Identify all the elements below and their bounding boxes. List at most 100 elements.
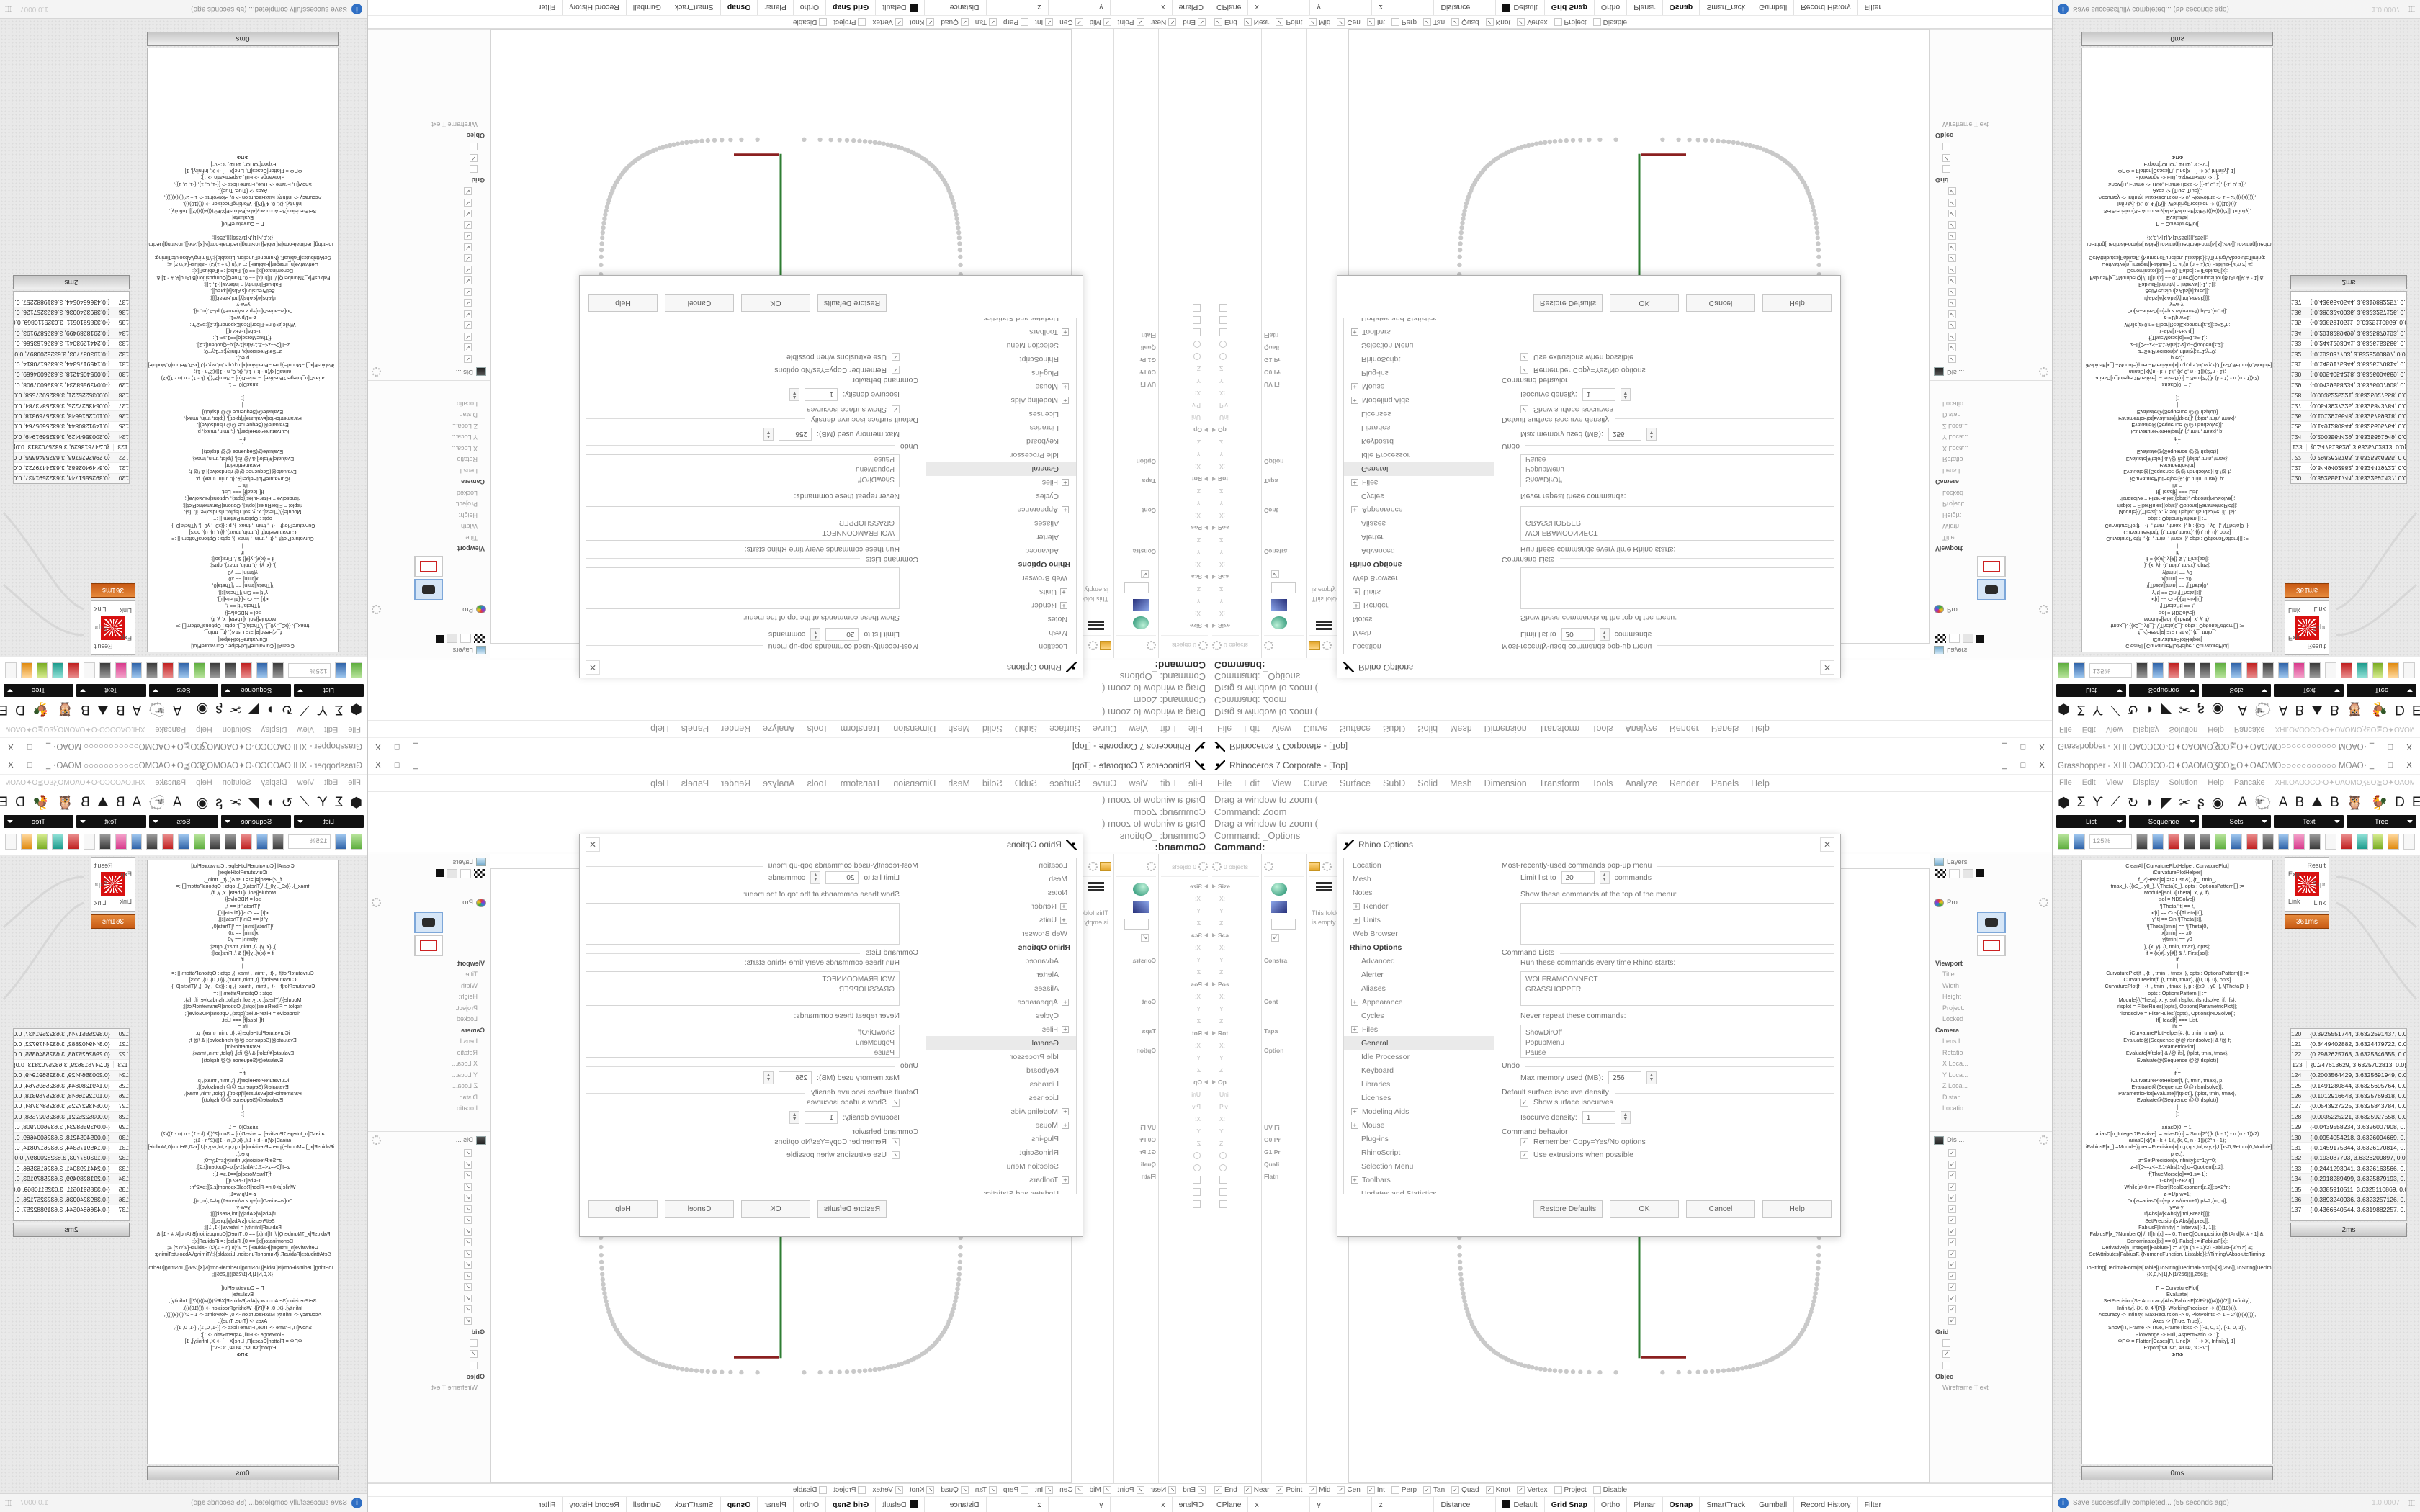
hat-icon[interactable] bbox=[1264, 862, 1273, 871]
display-checkbox-row[interactable]: ✓ bbox=[1932, 287, 2050, 298]
grasshopper-toolbar[interactable]: 125% bbox=[0, 657, 367, 684]
expander-icon[interactable] bbox=[1212, 526, 1216, 531]
display-checkbox-row[interactable]: ✓ bbox=[1932, 275, 2050, 287]
sphere-green-icon[interactable] bbox=[36, 833, 48, 850]
prop-y-location[interactable]: Y Loca... bbox=[1942, 1071, 1968, 1079]
sheep-icon[interactable]: 🐑 bbox=[2254, 796, 2272, 811]
tree-item-notes[interactable]: Notes bbox=[926, 886, 1076, 899]
osnap-project[interactable]: Project bbox=[833, 18, 866, 26]
panel-header-display[interactable]: Dis ... bbox=[1932, 1134, 2050, 1148]
checkbox-b[interactable] bbox=[1212, 314, 1259, 326]
help-icon[interactable] bbox=[115, 833, 127, 850]
prop-projection[interactable]: Project. bbox=[1942, 1004, 1965, 1012]
field-z[interactable]: Z: bbox=[1195, 585, 1201, 593]
zoom-level-input[interactable]: 125% bbox=[287, 663, 331, 678]
display-checkbox-row[interactable]: ✓ bbox=[370, 208, 488, 220]
letter-b2-icon[interactable]: B bbox=[81, 702, 90, 717]
search-icon[interactable] bbox=[2277, 833, 2290, 850]
table-row[interactable]: 121 {0.3449402882, 3.6324479722, 0.0} bbox=[13, 1039, 129, 1050]
sphere-red-icon[interactable] bbox=[68, 833, 80, 850]
prop-title[interactable]: Title bbox=[1942, 534, 1955, 541]
checkbox-icon[interactable] bbox=[1219, 1188, 1227, 1196]
arrow-icon[interactable]: ◤ bbox=[2161, 795, 2172, 811]
never-repeat-list[interactable]: ShowDirOff PopupMenu Pause bbox=[586, 454, 900, 487]
checkbox-icon[interactable]: ✓ bbox=[1520, 1098, 1528, 1107]
viewport-frame-thumbnail[interactable] bbox=[1976, 556, 2006, 577]
prop-lens-length[interactable]: Lens L bbox=[1942, 467, 1963, 474]
group-options[interactable]: Op bbox=[1212, 1076, 1259, 1088]
checkbox-icon[interactable] bbox=[1554, 1486, 1562, 1494]
tab-sequence[interactable]: Sequence bbox=[221, 684, 292, 697]
close-icon[interactable]: X bbox=[2039, 742, 2045, 752]
tree-item-toolbars[interactable]: + Toolbars bbox=[926, 325, 1076, 339]
osnap-cen[interactable]: ✓ Cen bbox=[1337, 1486, 1361, 1494]
tree-item-render[interactable]: + Render bbox=[1344, 899, 1494, 913]
checkbox-icon[interactable]: ✓ bbox=[1948, 1160, 1956, 1169]
toggle-osnap[interactable]: Osnap bbox=[720, 0, 758, 15]
table-row[interactable]: 128 {0.0035225221, 3.6325927558, 0.0} bbox=[13, 390, 129, 400]
hexagon-icon[interactable]: ⬢ bbox=[2058, 701, 2070, 717]
display-checkbox-row[interactable]: ✓ bbox=[1932, 342, 2050, 354]
gh-menu-solution[interactable]: Solution bbox=[2169, 778, 2198, 787]
rhino-menubar[interactable]: File Edit View Curve Surface SubD Solid … bbox=[1210, 775, 2052, 792]
radio-icon[interactable] bbox=[1193, 1164, 1201, 1171]
checkbox-b[interactable] bbox=[1161, 1186, 1208, 1198]
prop-x-location[interactable]: X Loca... bbox=[1942, 444, 1968, 452]
gha-icon[interactable] bbox=[2246, 662, 2258, 679]
tree-item-location[interactable]: Location bbox=[926, 640, 1076, 654]
tree-item-appearance[interactable]: + Appearance bbox=[926, 503, 1076, 517]
checkbox-icon[interactable]: ✓ bbox=[1485, 18, 1494, 26]
profiler-icon[interactable] bbox=[225, 662, 237, 679]
checkbox-icon[interactable]: ✓ bbox=[1948, 299, 1956, 307]
port-out-result[interactable]: Result bbox=[2307, 862, 2326, 869]
gha-icon[interactable] bbox=[162, 662, 174, 679]
expand-icon[interactable]: + bbox=[1353, 588, 1360, 596]
checkbox-icon[interactable] bbox=[1219, 1176, 1227, 1184]
cancel-button[interactable]: Cancel bbox=[665, 1200, 734, 1218]
hat-icon[interactable] bbox=[1147, 862, 1156, 871]
menu-transform[interactable]: Transform bbox=[840, 724, 882, 734]
sphere-red-icon[interactable] bbox=[2340, 662, 2352, 679]
group-rotation[interactable]: Rot bbox=[1161, 473, 1208, 485]
port-in-expr[interactable]: Expr bbox=[2288, 634, 2302, 642]
expand-icon[interactable]: + bbox=[1351, 328, 1358, 336]
checkbox-icon[interactable]: ✓ bbox=[1337, 1486, 1345, 1494]
display-checkbox-row[interactable] bbox=[370, 163, 488, 175]
expand-icon[interactable]: + bbox=[1060, 916, 1067, 924]
restore-defaults-button[interactable]: Restore Defaults bbox=[817, 1200, 887, 1218]
maximize-icon[interactable]: □ bbox=[2020, 760, 2026, 770]
zoom-level-input[interactable]: 125% bbox=[2089, 834, 2133, 849]
osnap-cen[interactable]: ✓ Cen bbox=[1059, 18, 1083, 26]
letter-d-icon[interactable]: D bbox=[2395, 795, 2405, 810]
radio-option-b[interactable] bbox=[1161, 338, 1208, 351]
display-checkbox-row[interactable]: ✓ bbox=[1932, 1159, 2050, 1171]
menu-dimension[interactable]: Dimension bbox=[893, 778, 936, 788]
field-y[interactable]: Y: bbox=[1195, 1127, 1201, 1135]
port-in-link[interactable]: Link bbox=[2288, 898, 2300, 905]
tree-item-modeling-aids[interactable]: + Modeling Aids bbox=[1344, 1104, 1494, 1118]
checkbox-icon[interactable]: ✓ bbox=[1948, 1171, 1956, 1180]
field-z[interactable]: Z: bbox=[1195, 968, 1201, 976]
table-row[interactable]: 126 {0.1012916648, 3.6325769318, 0.0} bbox=[2291, 1091, 2406, 1102]
tree-item-general[interactable]: General bbox=[926, 462, 1076, 476]
gh-results-table[interactable]: 120 {0.3925551744, 3.6322591437, 0.0} 121{… bbox=[2290, 1028, 2407, 1221]
checkbox-icon[interactable]: ✓ bbox=[464, 354, 472, 363]
tree-item-selection-menu[interactable]: Selection Menu bbox=[926, 1159, 1076, 1173]
menu-analyze[interactable]: Analyze bbox=[1625, 778, 1657, 788]
menu-render[interactable]: Render bbox=[721, 778, 751, 788]
checkbox-icon[interactable] bbox=[1193, 328, 1201, 336]
display-checkbox-row[interactable]: ✓ bbox=[1932, 320, 2050, 331]
checkbox-icon[interactable]: ✓ bbox=[1948, 187, 1956, 196]
grasshopper-menubar[interactable]: File Edit View Display Solution Help Pan… bbox=[0, 721, 367, 737]
checkbox-icon[interactable]: ✓ bbox=[1075, 18, 1083, 26]
checkbox-icon[interactable]: ✓ bbox=[1948, 254, 1956, 263]
checkbox-icon[interactable]: ✓ bbox=[464, 1305, 472, 1314]
checkbox-a[interactable] bbox=[1161, 326, 1208, 338]
tree-item-alerter[interactable]: Alerter bbox=[1344, 968, 1494, 981]
prop-projection[interactable]: Project. bbox=[455, 1004, 478, 1012]
toggle-ortho[interactable]: Ortho bbox=[792, 0, 826, 15]
checkbox-icon[interactable]: ✓ bbox=[464, 1171, 472, 1180]
field-x[interactable]: X: bbox=[1219, 943, 1226, 951]
checkbox-icon[interactable]: ✓ bbox=[892, 1098, 900, 1107]
menu-surface[interactable]: Surface bbox=[1339, 778, 1371, 788]
